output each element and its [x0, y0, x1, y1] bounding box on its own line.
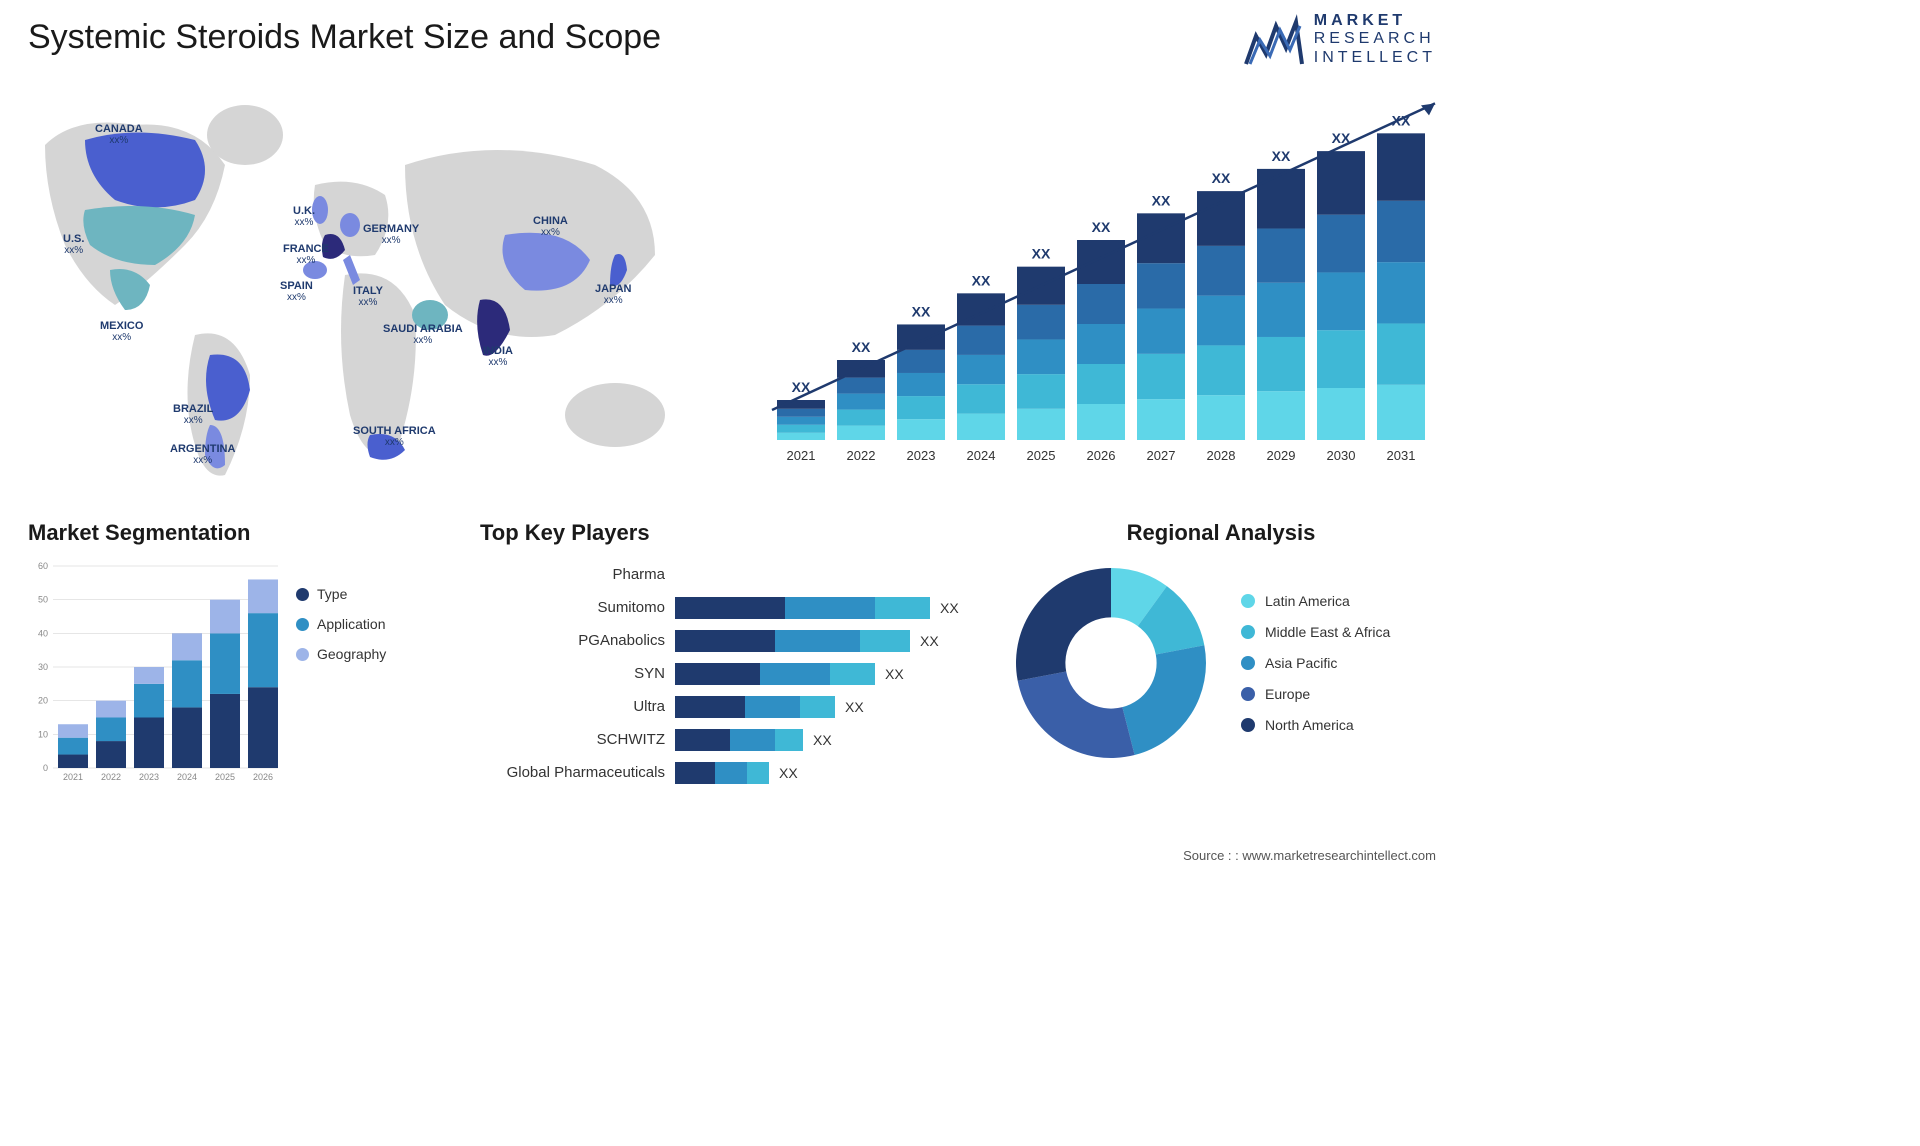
segmentation-chart: 0 10 20 30 40 50 60 2021 2022 2023 2024 2025 2026 — [28, 558, 278, 788]
source-label: Source : : www.marketresearchintellect.c… — [1183, 848, 1436, 863]
page-title: Systemic Steroids Market Size and Scope — [28, 18, 661, 57]
regional-donut — [1006, 558, 1216, 768]
world-map: CANADAxx% U.S.xx% MEXICOxx% BRAZILxx% ARGENT… — [15, 85, 715, 485]
svg-text:2030: 2030 — [1327, 448, 1356, 463]
keyplayers-section: Top Key Players Pharma Sumitomo XX PGAna… — [480, 520, 980, 789]
logo: MARKET RESEARCH INTELLECT — [1244, 12, 1436, 67]
keyplayer-row: SYN XX — [480, 657, 980, 690]
svg-text:2023: 2023 — [907, 448, 936, 463]
segmentation-legend: Type Application Geography — [296, 558, 386, 662]
regional-legend-item: Europe — [1241, 686, 1390, 702]
keyplayer-row: Ultra XX — [480, 690, 980, 723]
svg-text:2028: 2028 — [1207, 448, 1236, 463]
keyplayer-row: Sumitomo XX — [480, 591, 980, 624]
svg-text:XX: XX — [912, 303, 931, 319]
regional-legend: Latin America Middle East & Africa Asia Pa… — [1241, 593, 1390, 733]
keyplayer-row: Global Pharmaceuticals XX — [480, 756, 980, 789]
svg-text:2024: 2024 — [967, 448, 996, 463]
svg-text:2023: 2023 — [139, 772, 159, 782]
map-label: ITALYxx% — [353, 285, 383, 308]
svg-text:2027: 2027 — [1147, 448, 1176, 463]
svg-text:2022: 2022 — [101, 772, 121, 782]
svg-text:2024: 2024 — [177, 772, 197, 782]
svg-text:XX: XX — [1092, 219, 1111, 235]
map-label: GERMANYxx% — [363, 223, 419, 246]
map-label: U.S.xx% — [63, 233, 84, 256]
svg-text:XX: XX — [852, 339, 871, 355]
svg-text:2031: 2031 — [1387, 448, 1416, 463]
growth-chart: XX 2021 XX 2022 XX 2023 XX 2024 XX 2025 XX 2026 XX 20… — [756, 100, 1436, 480]
svg-text:2025: 2025 — [1027, 448, 1056, 463]
regional-legend-item: Latin America — [1241, 593, 1390, 609]
keyplayer-row: Pharma — [480, 558, 980, 591]
svg-text:50: 50 — [38, 595, 48, 605]
regional-legend-item: Middle East & Africa — [1241, 624, 1390, 640]
keyplayers-title: Top Key Players — [480, 520, 980, 546]
keyplayer-row: SCHWITZ XX — [480, 723, 980, 756]
map-label: SOUTH AFRICAxx% — [353, 425, 436, 448]
svg-text:0: 0 — [43, 763, 48, 773]
regional-legend-item: Asia Pacific — [1241, 655, 1390, 671]
map-label: JAPANxx% — [595, 283, 631, 306]
svg-text:XX: XX — [972, 272, 991, 288]
map-label: SAUDI ARABIAxx% — [383, 323, 463, 346]
regional-legend-item: North America — [1241, 717, 1390, 733]
svg-text:40: 40 — [38, 628, 48, 638]
keyplayer-row: PGAnabolics XX — [480, 624, 980, 657]
svg-text:2029: 2029 — [1267, 448, 1296, 463]
map-label: U.K.xx% — [293, 205, 315, 228]
regional-title: Regional Analysis — [1006, 520, 1436, 546]
svg-text:2021: 2021 — [787, 448, 816, 463]
map-label: CHINAxx% — [533, 215, 568, 238]
svg-text:60: 60 — [38, 561, 48, 571]
svg-text:XX: XX — [1152, 192, 1171, 208]
map-label: FRANCExx% — [283, 243, 329, 266]
regional-section: Regional Analysis Latin America Middle Ea… — [1006, 520, 1436, 768]
logo-text: MARKET RESEARCH INTELLECT — [1314, 12, 1436, 67]
svg-text:30: 30 — [38, 662, 48, 672]
map-label: INDIAxx% — [483, 345, 513, 368]
map-label: ARGENTINAxx% — [170, 443, 235, 466]
svg-text:2026: 2026 — [1087, 448, 1116, 463]
segmentation-legend-item: Application — [296, 616, 386, 632]
svg-text:XX: XX — [1272, 148, 1291, 164]
map-label: SPAINxx% — [280, 280, 313, 303]
logo-icon — [1244, 14, 1304, 66]
map-label: CANADAxx% — [95, 123, 143, 146]
svg-text:2026: 2026 — [253, 772, 273, 782]
svg-text:XX: XX — [1212, 170, 1231, 186]
svg-text:10: 10 — [38, 729, 48, 739]
svg-text:XX: XX — [1032, 246, 1051, 262]
map-label: MEXICOxx% — [100, 320, 143, 343]
segmentation-section: Market Segmentation 0 10 20 30 40 50 60 2021 202… — [28, 520, 458, 788]
map-label: BRAZILxx% — [173, 403, 213, 426]
segmentation-legend-item: Type — [296, 586, 386, 602]
svg-text:2021: 2021 — [63, 772, 83, 782]
svg-text:20: 20 — [38, 696, 48, 706]
segmentation-title: Market Segmentation — [28, 520, 458, 546]
segmentation-legend-item: Geography — [296, 646, 386, 662]
svg-text:2025: 2025 — [215, 772, 235, 782]
svg-text:2022: 2022 — [847, 448, 876, 463]
